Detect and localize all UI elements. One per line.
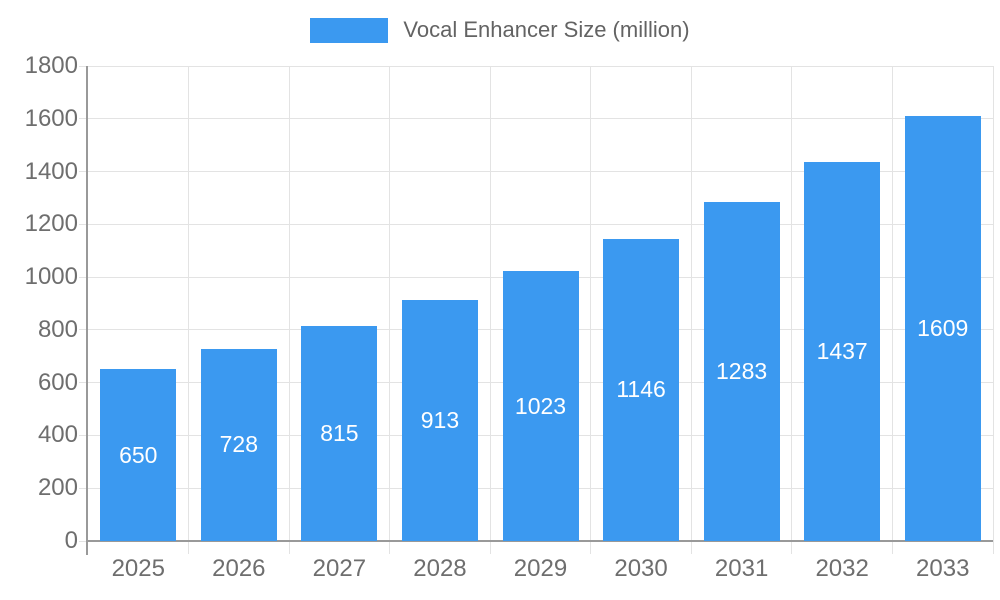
y-gridline xyxy=(79,223,993,225)
y-tick-label: 1200 xyxy=(24,210,78,238)
x-gridline xyxy=(690,66,692,554)
legend-swatch-icon xyxy=(310,17,389,43)
x-tick-label: 2030 xyxy=(614,555,668,582)
bar[interactable]: 650 xyxy=(100,369,177,541)
bar-value-label: 1609 xyxy=(917,315,969,342)
bar-value-label: 815 xyxy=(320,419,359,446)
y-tick-label: 200 xyxy=(37,474,78,502)
legend: Vocal Enhancer Size (million) xyxy=(0,17,1000,43)
y-axis-labels: 0 200 400 600 800 1000 1200 1400 1600 1800 xyxy=(0,52,78,554)
y-gridline xyxy=(79,65,993,67)
bar-value-label: 728 xyxy=(219,431,259,458)
y-tick-label: 0 xyxy=(64,527,78,554)
x-gridline xyxy=(891,66,893,554)
bar[interactable]: 728 xyxy=(200,348,277,541)
bar-value-label: 1437 xyxy=(816,337,868,364)
y-tick-mark xyxy=(79,540,88,542)
legend-label: Vocal Enhancer Size (million) xyxy=(403,17,690,42)
x-gridline xyxy=(389,66,391,554)
bar[interactable]: 1437 xyxy=(804,161,881,541)
x-tick-label: 2025 xyxy=(111,555,165,582)
y-tick-label: 600 xyxy=(37,368,78,396)
y-tick-label: 1600 xyxy=(24,104,78,132)
x-tick-label: 2033 xyxy=(916,555,970,582)
x-tick-label: 2028 xyxy=(413,555,467,582)
y-tick-label: 1000 xyxy=(24,263,78,291)
y-gridline xyxy=(79,171,993,173)
x-gridline xyxy=(188,66,190,554)
bar-value-label: 1023 xyxy=(514,392,567,419)
bar[interactable]: 1609 xyxy=(904,116,981,541)
x-gridline xyxy=(791,66,793,554)
y-tick-label: 1400 xyxy=(24,157,78,185)
x-axis-labels: 2025 2026 2027 2028 2029 2030 2031 2032 2033 xyxy=(88,555,993,587)
bar[interactable]: 913 xyxy=(401,300,478,541)
legend-item[interactable]: Vocal Enhancer Size (million) xyxy=(310,17,690,43)
bar[interactable]: 1023 xyxy=(502,271,579,541)
plot-area: 650 728 815 913 1023 1146 1283 1437 1609 xyxy=(79,65,994,555)
x-gridline xyxy=(489,66,491,554)
x-gridline xyxy=(992,66,994,554)
x-gridline xyxy=(288,66,290,554)
x-tick-label: 2032 xyxy=(815,555,869,582)
x-tick-label: 2027 xyxy=(312,555,367,582)
bar-value-label: 913 xyxy=(420,407,460,434)
y-tick-label: 400 xyxy=(37,421,78,449)
x-tick-label: 2029 xyxy=(513,555,568,582)
bar-value-label: 1146 xyxy=(616,376,666,403)
bar-value-label: 650 xyxy=(119,441,158,468)
y-axis-line xyxy=(86,66,88,555)
x-tick-label: 2031 xyxy=(714,555,769,582)
bar-value-label: 1283 xyxy=(716,358,768,385)
y-tick-label: 800 xyxy=(37,315,78,343)
bar[interactable]: 1146 xyxy=(603,238,680,541)
y-tick-label: 1800 xyxy=(24,52,78,79)
y-gridline xyxy=(79,118,993,120)
bar[interactable]: 1283 xyxy=(703,202,780,541)
x-tick-label: 2026 xyxy=(212,555,266,582)
x-gridline xyxy=(590,66,592,554)
bar[interactable]: 815 xyxy=(301,325,378,541)
x-axis-line xyxy=(86,540,993,542)
